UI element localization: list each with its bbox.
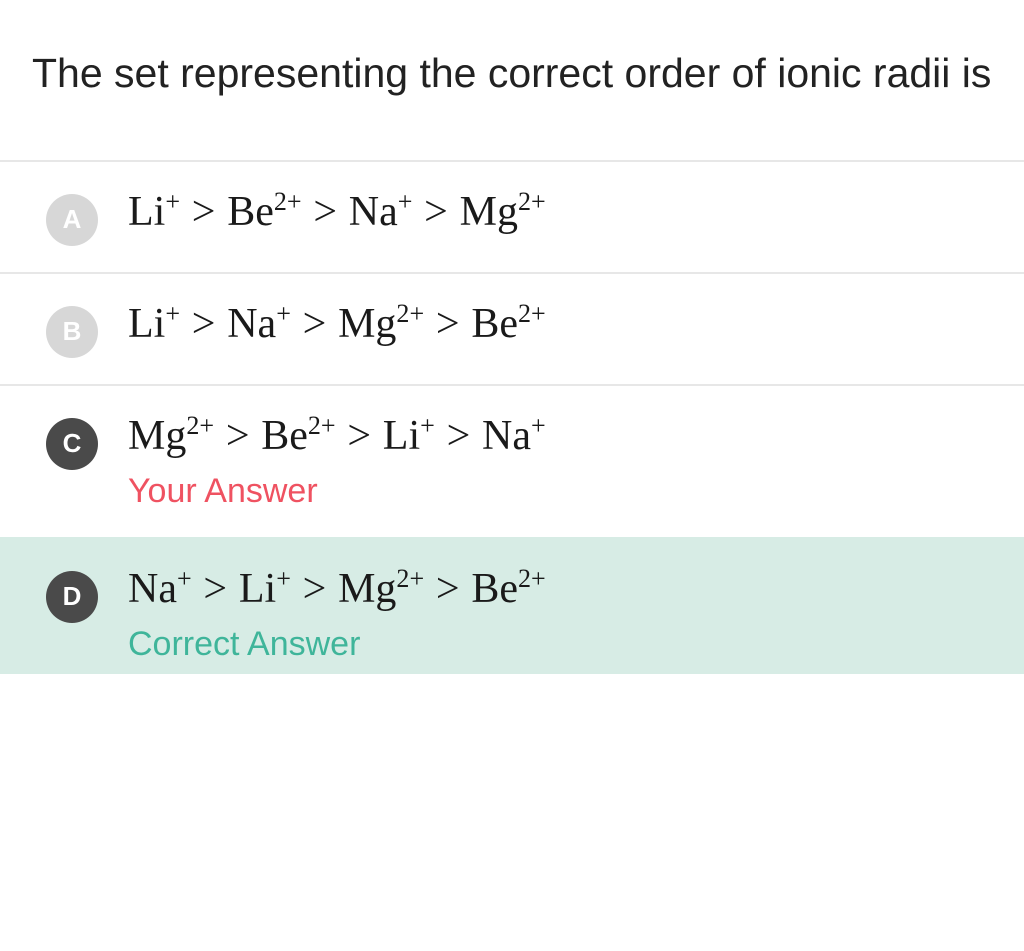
option-body: Li+ > Be2+ > Na+ > Mg2+	[128, 188, 546, 236]
ion-charge: 2+	[396, 564, 424, 593]
ion: Li+	[128, 188, 180, 236]
question-text: The set representing the correct order o…	[32, 42, 992, 106]
ion: Be2+	[227, 188, 301, 236]
greater-than: >	[180, 300, 227, 348]
ion-element: Mg	[460, 189, 518, 235]
option-badge: A	[46, 194, 98, 246]
ion: Mg2+	[460, 188, 546, 236]
options-list: ALi+ > Be2+ > Na+ > Mg2+BLi+ > Na+ > Mg2…	[0, 160, 1024, 674]
ion-element: Be	[471, 566, 518, 612]
ion: Na+	[349, 188, 413, 236]
ion: Li+	[239, 565, 291, 613]
option-d[interactable]: DNa+ > Li+ > Mg2+ > Be2+Correct Answer	[0, 537, 1024, 674]
ion-charge: 2+	[186, 411, 214, 440]
ion-element: Mg	[338, 301, 396, 347]
greater-than: >	[336, 412, 383, 460]
ion: Mg2+	[128, 412, 214, 460]
ion-charge: +	[276, 564, 291, 593]
ion: Be2+	[471, 300, 545, 348]
greater-than: >	[412, 188, 459, 236]
ion-element: Na	[227, 301, 276, 347]
ion-element: Be	[261, 413, 308, 459]
option-c[interactable]: CMg2+ > Be2+ > Li+ > Na+Your Answer	[0, 384, 1024, 537]
ion-element: Li	[128, 189, 165, 235]
greater-than: >	[424, 565, 471, 613]
ion-element: Mg	[338, 566, 396, 612]
option-formula: Mg2+ > Be2+ > Li+ > Na+	[128, 412, 546, 460]
ion-charge: 2+	[518, 187, 546, 216]
ion-charge: +	[420, 411, 435, 440]
option-formula: Na+ > Li+ > Mg2+ > Be2+	[128, 565, 546, 613]
option-badge: D	[46, 571, 98, 623]
ion-charge: 2+	[518, 564, 546, 593]
ion-charge: +	[531, 411, 546, 440]
correct-answer-label: Correct Answer	[128, 625, 546, 664]
ion-element: Mg	[128, 413, 186, 459]
greater-than: >	[424, 300, 471, 348]
greater-than: >	[214, 412, 261, 460]
question-block: The set representing the correct order o…	[0, 0, 1024, 106]
ion: Na+	[482, 412, 546, 460]
ion-element: Na	[128, 566, 177, 612]
ion: Li+	[128, 300, 180, 348]
ion: Be2+	[261, 412, 335, 460]
ion: Mg2+	[338, 300, 424, 348]
ion-element: Li	[128, 301, 165, 347]
greater-than: >	[192, 565, 239, 613]
ion-charge: +	[177, 564, 192, 593]
ion-element: Be	[471, 301, 518, 347]
ion-element: Na	[349, 189, 398, 235]
ion-element: Li	[239, 566, 276, 612]
option-formula: Li+ > Be2+ > Na+ > Mg2+	[128, 188, 546, 236]
option-a[interactable]: ALi+ > Be2+ > Na+ > Mg2+	[0, 160, 1024, 272]
option-body: Li+ > Na+ > Mg2+ > Be2+	[128, 300, 546, 348]
ion: Na+	[128, 565, 192, 613]
ion: Be2+	[471, 565, 545, 613]
ion-charge: 2+	[518, 299, 546, 328]
greater-than: >	[435, 412, 482, 460]
ion-element: Na	[482, 413, 531, 459]
greater-than: >	[291, 300, 338, 348]
ion-charge: +	[276, 299, 291, 328]
ion: Mg2+	[338, 565, 424, 613]
ion-element: Be	[227, 189, 274, 235]
option-body: Na+ > Li+ > Mg2+ > Be2+Correct Answer	[128, 565, 546, 664]
page: { "question": { "text": "The set represe…	[0, 0, 1024, 951]
your-answer-label: Your Answer	[128, 472, 546, 511]
option-b[interactable]: BLi+ > Na+ > Mg2+ > Be2+	[0, 272, 1024, 384]
option-badge: C	[46, 418, 98, 470]
option-body: Mg2+ > Be2+ > Li+ > Na+Your Answer	[128, 412, 546, 511]
ion-charge: +	[165, 187, 180, 216]
ion-charge: +	[398, 187, 413, 216]
greater-than: >	[302, 188, 349, 236]
greater-than: >	[291, 565, 338, 613]
ion: Li+	[383, 412, 435, 460]
option-formula: Li+ > Na+ > Mg2+ > Be2+	[128, 300, 546, 348]
ion-charge: 2+	[274, 187, 302, 216]
ion-element: Li	[383, 413, 420, 459]
ion: Na+	[227, 300, 291, 348]
greater-than: >	[180, 188, 227, 236]
ion-charge: 2+	[396, 299, 424, 328]
ion-charge: 2+	[308, 411, 336, 440]
ion-charge: +	[165, 299, 180, 328]
option-badge: B	[46, 306, 98, 358]
